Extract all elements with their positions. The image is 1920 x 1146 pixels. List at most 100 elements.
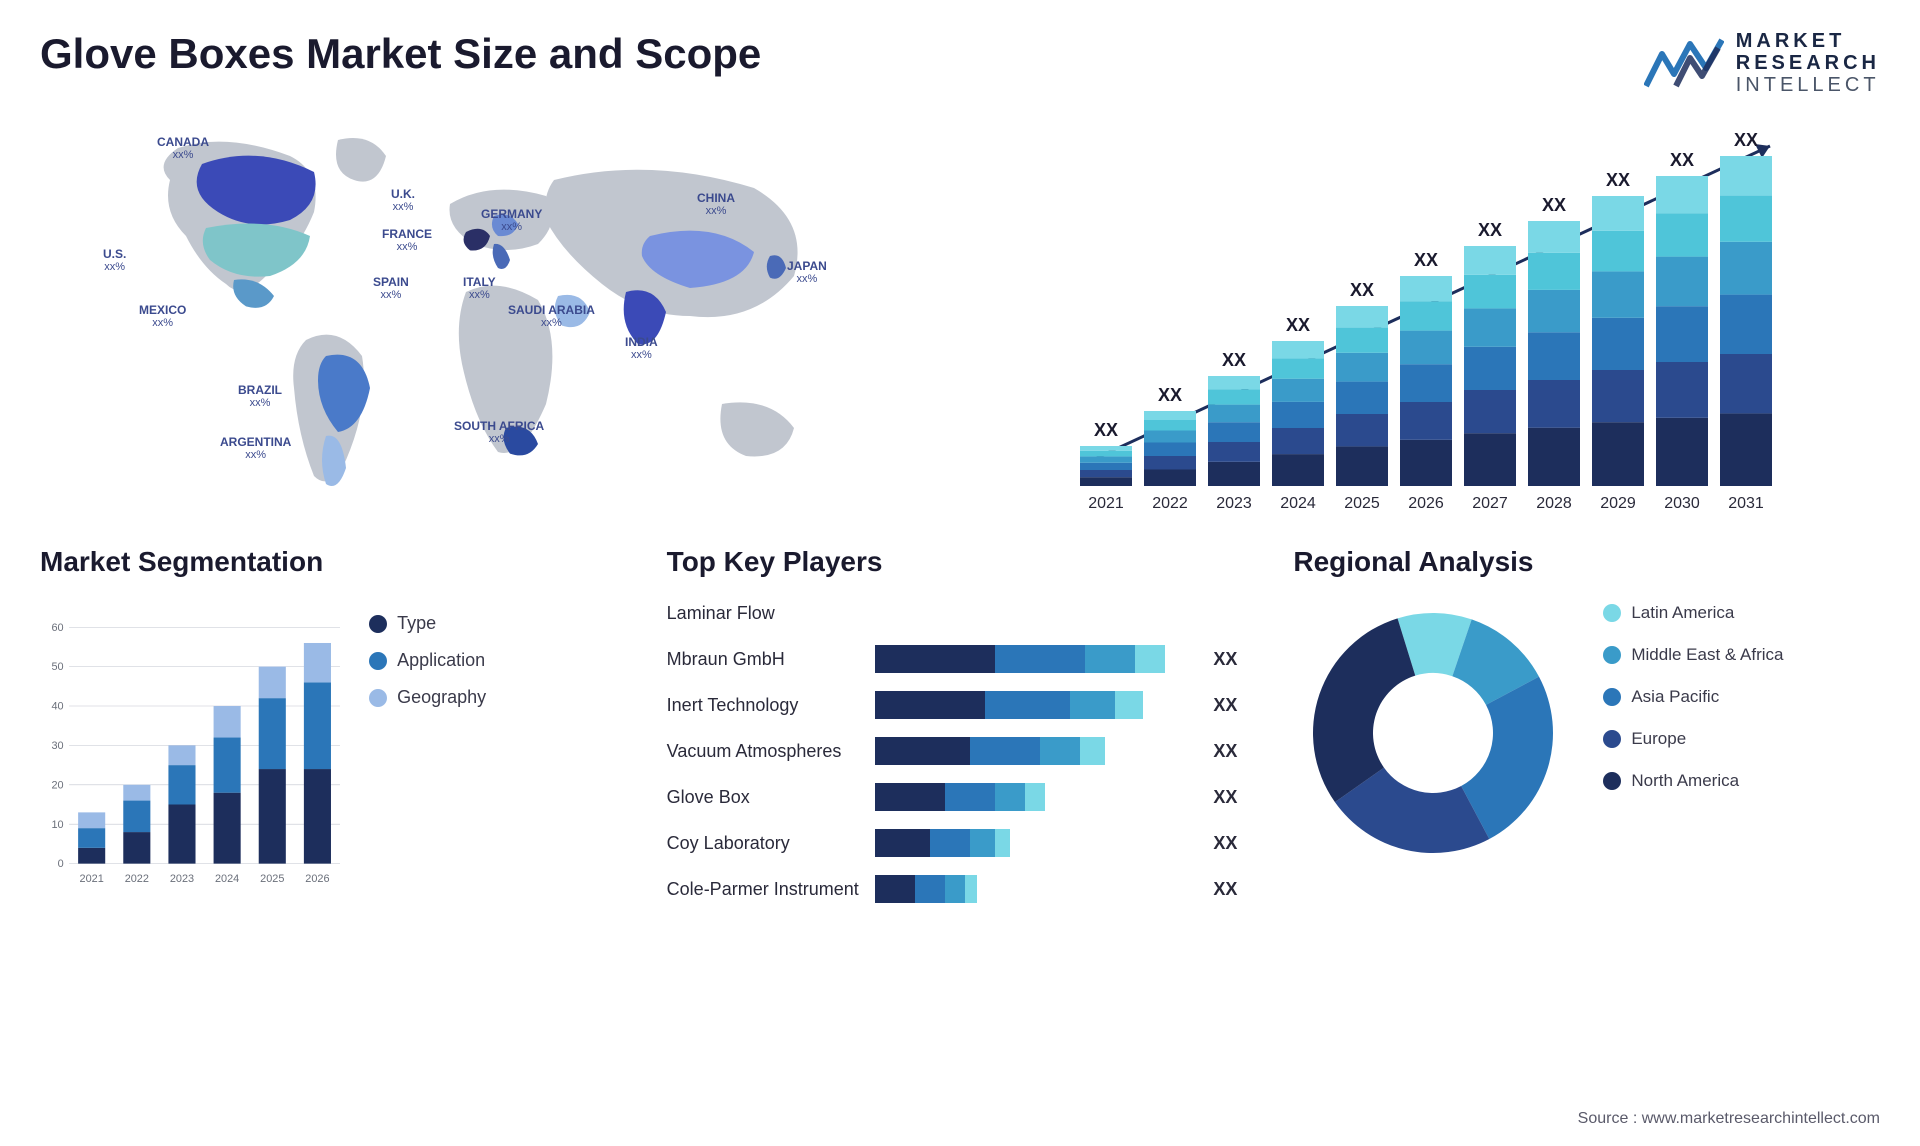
regional-donut-chart bbox=[1293, 593, 1573, 873]
legend-label: Latin America bbox=[1631, 603, 1734, 623]
svg-text:2024: 2024 bbox=[1280, 495, 1316, 512]
svg-text:2031: 2031 bbox=[1728, 495, 1764, 512]
player-bar-segment bbox=[915, 875, 945, 903]
segmentation-panel: Market Segmentation 01020304050602021202… bbox=[40, 546, 627, 916]
map-label: BRAZILxx% bbox=[238, 384, 282, 409]
svg-text:20: 20 bbox=[52, 779, 64, 791]
player-row: Cole-Parmer InstrumentXX bbox=[667, 869, 1254, 909]
player-bar bbox=[875, 783, 1206, 811]
map-label: ITALYxx% bbox=[463, 276, 496, 301]
map-label: INDIAxx% bbox=[625, 336, 658, 361]
logo-line1: MARKET bbox=[1736, 30, 1880, 52]
player-bar-segment bbox=[1080, 737, 1105, 765]
map-label: FRANCExx% bbox=[382, 228, 432, 253]
regional-title: Regional Analysis bbox=[1293, 546, 1880, 578]
player-name: Cole-Parmer Instrument bbox=[667, 879, 867, 900]
player-bar bbox=[875, 691, 1206, 719]
svg-text:2022: 2022 bbox=[125, 873, 149, 885]
player-bar-segment bbox=[875, 691, 985, 719]
svg-text:XX: XX bbox=[1734, 130, 1758, 150]
players-panel: Top Key Players Laminar Flow Mbraun GmbH X… bbox=[667, 546, 1254, 916]
player-bar-segment bbox=[970, 737, 1040, 765]
svg-text:2023: 2023 bbox=[170, 873, 194, 885]
svg-text:XX: XX bbox=[1094, 420, 1118, 440]
legend-label: Middle East & Africa bbox=[1631, 645, 1783, 665]
player-name: Inert Technology bbox=[667, 695, 867, 716]
player-bar bbox=[875, 599, 1206, 627]
header: Glove Boxes Market Size and Scope MARKET… bbox=[40, 30, 1880, 96]
svg-text:2027: 2027 bbox=[1472, 495, 1508, 512]
world-map-panel: CANADAxx%U.S.xx%MEXICOxx%BRAZILxx%ARGENT… bbox=[40, 116, 940, 516]
player-row: Glove BoxXX bbox=[667, 777, 1254, 817]
regional-legend: Latin AmericaMiddle East & AfricaAsia Pa… bbox=[1603, 593, 1783, 791]
player-row: Coy LaboratoryXX bbox=[667, 823, 1254, 863]
legend-dot-icon bbox=[369, 652, 387, 670]
svg-text:10: 10 bbox=[52, 819, 64, 831]
legend-dot-icon bbox=[1603, 730, 1621, 748]
legend-dot-icon bbox=[1603, 646, 1621, 664]
player-bar-segment bbox=[995, 645, 1085, 673]
svg-text:XX: XX bbox=[1670, 150, 1694, 170]
player-value: XX bbox=[1213, 787, 1253, 808]
svg-text:60: 60 bbox=[52, 622, 64, 634]
map-label: SAUDI ARABIAxx% bbox=[508, 304, 595, 329]
legend-item: Middle East & Africa bbox=[1603, 645, 1783, 665]
legend-item: Application bbox=[369, 650, 627, 671]
player-bar bbox=[875, 645, 1206, 673]
player-bar-segment bbox=[1040, 737, 1080, 765]
svg-text:0: 0 bbox=[58, 858, 64, 870]
player-bar bbox=[875, 875, 1206, 903]
svg-text:XX: XX bbox=[1158, 385, 1182, 405]
growth-bar-chart: XX2021XX2022XX2023XX2024XX2025XX2026XX20… bbox=[980, 116, 1880, 516]
map-label: SPAINxx% bbox=[373, 276, 409, 301]
players-title: Top Key Players bbox=[667, 546, 1254, 578]
top-section: CANADAxx%U.S.xx%MEXICOxx%BRAZILxx%ARGENT… bbox=[40, 116, 1880, 516]
svg-text:2026: 2026 bbox=[1408, 495, 1444, 512]
player-bar-segment bbox=[875, 829, 930, 857]
logo-text: MARKET RESEARCH INTELLECT bbox=[1736, 30, 1880, 96]
svg-text:XX: XX bbox=[1222, 350, 1246, 370]
source-attribution: Source : www.marketresearchintellect.com bbox=[1578, 1110, 1880, 1128]
legend-label: Europe bbox=[1631, 729, 1686, 749]
segmentation-legend: TypeApplicationGeography bbox=[369, 593, 627, 916]
legend-dot-icon bbox=[1603, 604, 1621, 622]
player-value: XX bbox=[1213, 695, 1253, 716]
logo-line2: RESEARCH bbox=[1736, 52, 1880, 74]
logo-mark-icon bbox=[1644, 36, 1724, 90]
map-label: MEXICOxx% bbox=[139, 304, 186, 329]
player-value: XX bbox=[1213, 741, 1253, 762]
player-row: Vacuum Atmospheres XX bbox=[667, 731, 1254, 771]
player-name: Vacuum Atmospheres bbox=[667, 741, 867, 762]
svg-text:2023: 2023 bbox=[1216, 495, 1252, 512]
player-row: Laminar Flow bbox=[667, 593, 1254, 633]
svg-text:2030: 2030 bbox=[1664, 495, 1700, 512]
page-title: Glove Boxes Market Size and Scope bbox=[40, 30, 761, 78]
player-name: Mbraun GmbH bbox=[667, 649, 867, 670]
map-label: CHINAxx% bbox=[697, 192, 735, 217]
players-list: Laminar Flow Mbraun GmbH XX Inert Technolog… bbox=[667, 593, 1254, 909]
legend-label: North America bbox=[1631, 771, 1739, 791]
bottom-section: Market Segmentation 01020304050602021202… bbox=[40, 546, 1880, 916]
player-name: Laminar Flow bbox=[667, 603, 867, 624]
player-bar-segment bbox=[945, 875, 965, 903]
logo-line3: INTELLECT bbox=[1736, 74, 1880, 96]
map-label: ARGENTINAxx% bbox=[220, 436, 291, 461]
svg-text:2029: 2029 bbox=[1600, 495, 1636, 512]
svg-text:30: 30 bbox=[52, 740, 64, 752]
svg-text:2025: 2025 bbox=[260, 873, 284, 885]
legend-dot-icon bbox=[1603, 772, 1621, 790]
player-bar-segment bbox=[1085, 645, 1135, 673]
legend-item: Type bbox=[369, 613, 627, 634]
player-bar-segment bbox=[1135, 645, 1165, 673]
legend-item: Latin America bbox=[1603, 603, 1783, 623]
player-bar-segment bbox=[965, 875, 977, 903]
svg-text:40: 40 bbox=[52, 701, 64, 713]
svg-text:2021: 2021 bbox=[1088, 495, 1124, 512]
svg-text:XX: XX bbox=[1350, 280, 1374, 300]
legend-item: North America bbox=[1603, 771, 1783, 791]
map-label: SOUTH AFRICAxx% bbox=[454, 420, 544, 445]
player-bar-segment bbox=[875, 783, 945, 811]
svg-text:2022: 2022 bbox=[1152, 495, 1188, 512]
player-bar-segment bbox=[995, 783, 1025, 811]
player-name: Coy Laboratory bbox=[667, 833, 867, 854]
